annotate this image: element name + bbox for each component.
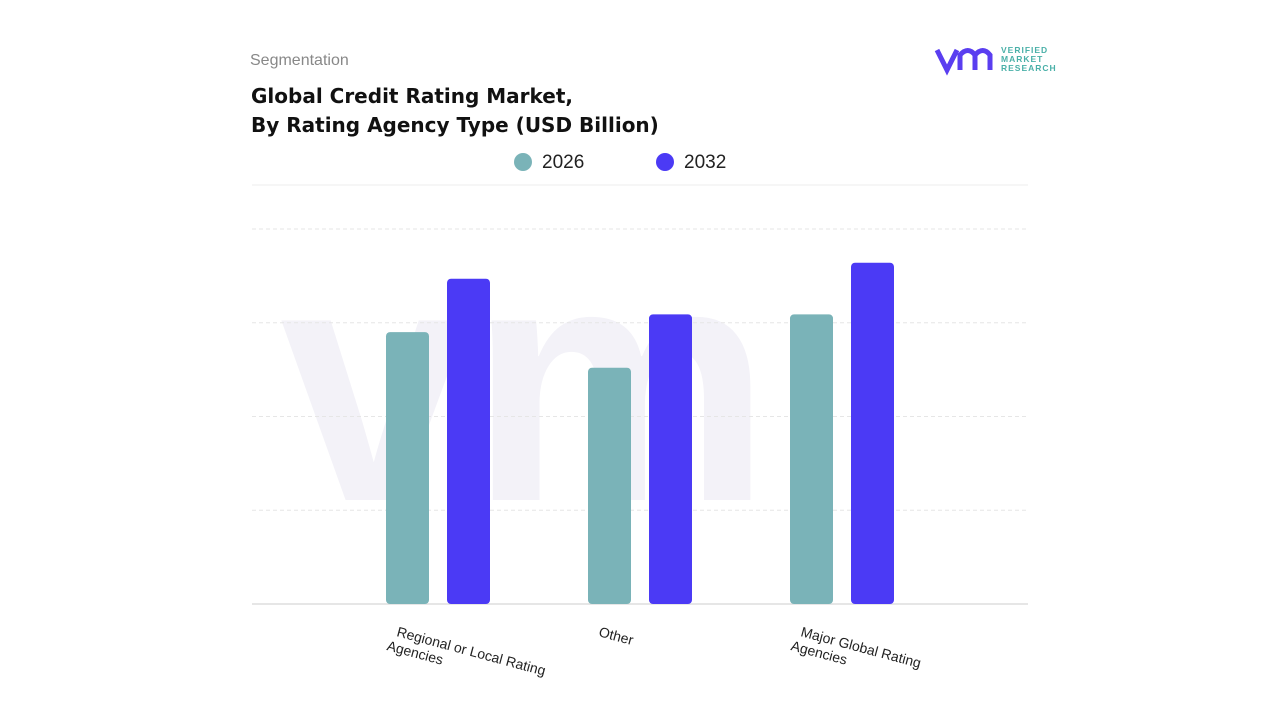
bar [790, 314, 833, 604]
legend-marker [656, 153, 674, 171]
logo-mark [934, 48, 993, 76]
watermark: vm [280, 193, 771, 573]
legend-label: 2026 [542, 152, 584, 173]
logo-text: MARKET [1001, 54, 1043, 64]
bar [588, 367, 631, 604]
section-label: Segmentation [250, 52, 349, 69]
logo: VERIFIED MARKET RESEARCH [934, 45, 1057, 76]
bar [649, 314, 692, 604]
bar [386, 332, 429, 604]
logo-text: RESEARCH [1001, 63, 1057, 73]
legend-marker [514, 153, 532, 171]
legend-label: 2032 [684, 152, 726, 173]
bar [447, 278, 490, 604]
chart-title: Global Credit Rating Market, [251, 84, 573, 108]
chart-title: By Rating Agency Type (USD Billion) [251, 113, 659, 137]
logo-text: VERIFIED [1001, 45, 1048, 55]
bar [851, 262, 894, 604]
